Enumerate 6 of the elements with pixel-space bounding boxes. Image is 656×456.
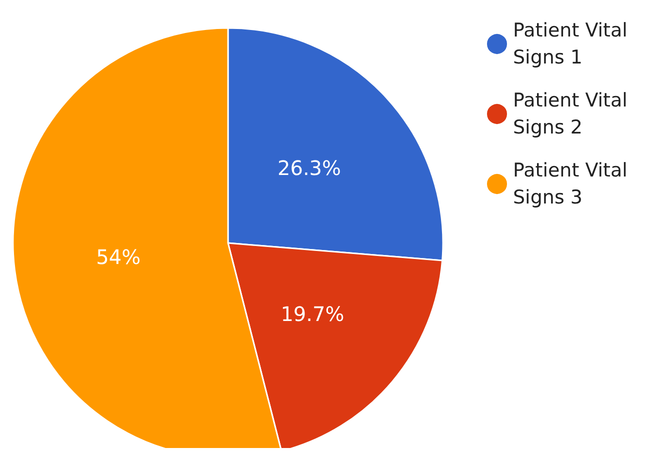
data-label: 26.3% [277,156,342,180]
data-label: 19.7% [280,302,344,326]
legend-label: Patient Vital Signs 1 [513,20,634,68]
data-label: 54% [96,244,141,269]
legend-label: Patient Vital Signs 3 [513,160,634,208]
legend-label: Patient Vital Signs 2 [513,90,634,138]
